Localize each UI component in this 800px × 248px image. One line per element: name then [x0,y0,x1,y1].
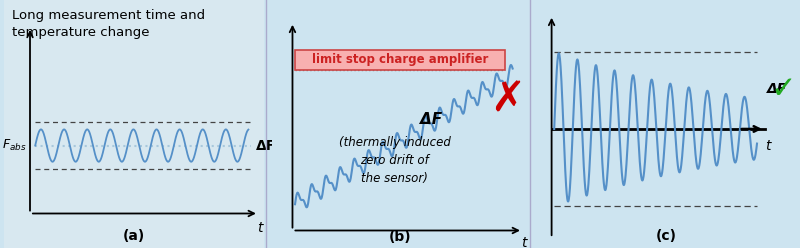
Bar [295,50,505,70]
Text: limit stop charge amplifier: limit stop charge amplifier [312,53,488,66]
Text: (thermally induced
zero drift of
the sensor): (thermally induced zero drift of the sen… [339,136,451,185]
Text: (a): (a) [123,229,145,243]
Text: t: t [765,139,770,153]
Text: t: t [522,236,527,248]
Text: ✗: ✗ [490,78,525,120]
Text: (c): (c) [655,229,677,243]
Text: $F_{abs}$: $F_{abs}$ [2,138,26,153]
Text: Long measurement time and
temperature change: Long measurement time and temperature ch… [12,9,205,39]
Text: (b): (b) [389,230,411,244]
Text: ✓: ✓ [770,75,796,104]
Text: t: t [258,221,263,235]
Text: ΔF: ΔF [256,139,277,153]
Text: ΔF: ΔF [767,82,788,96]
Text: ΔF: ΔF [421,112,442,127]
